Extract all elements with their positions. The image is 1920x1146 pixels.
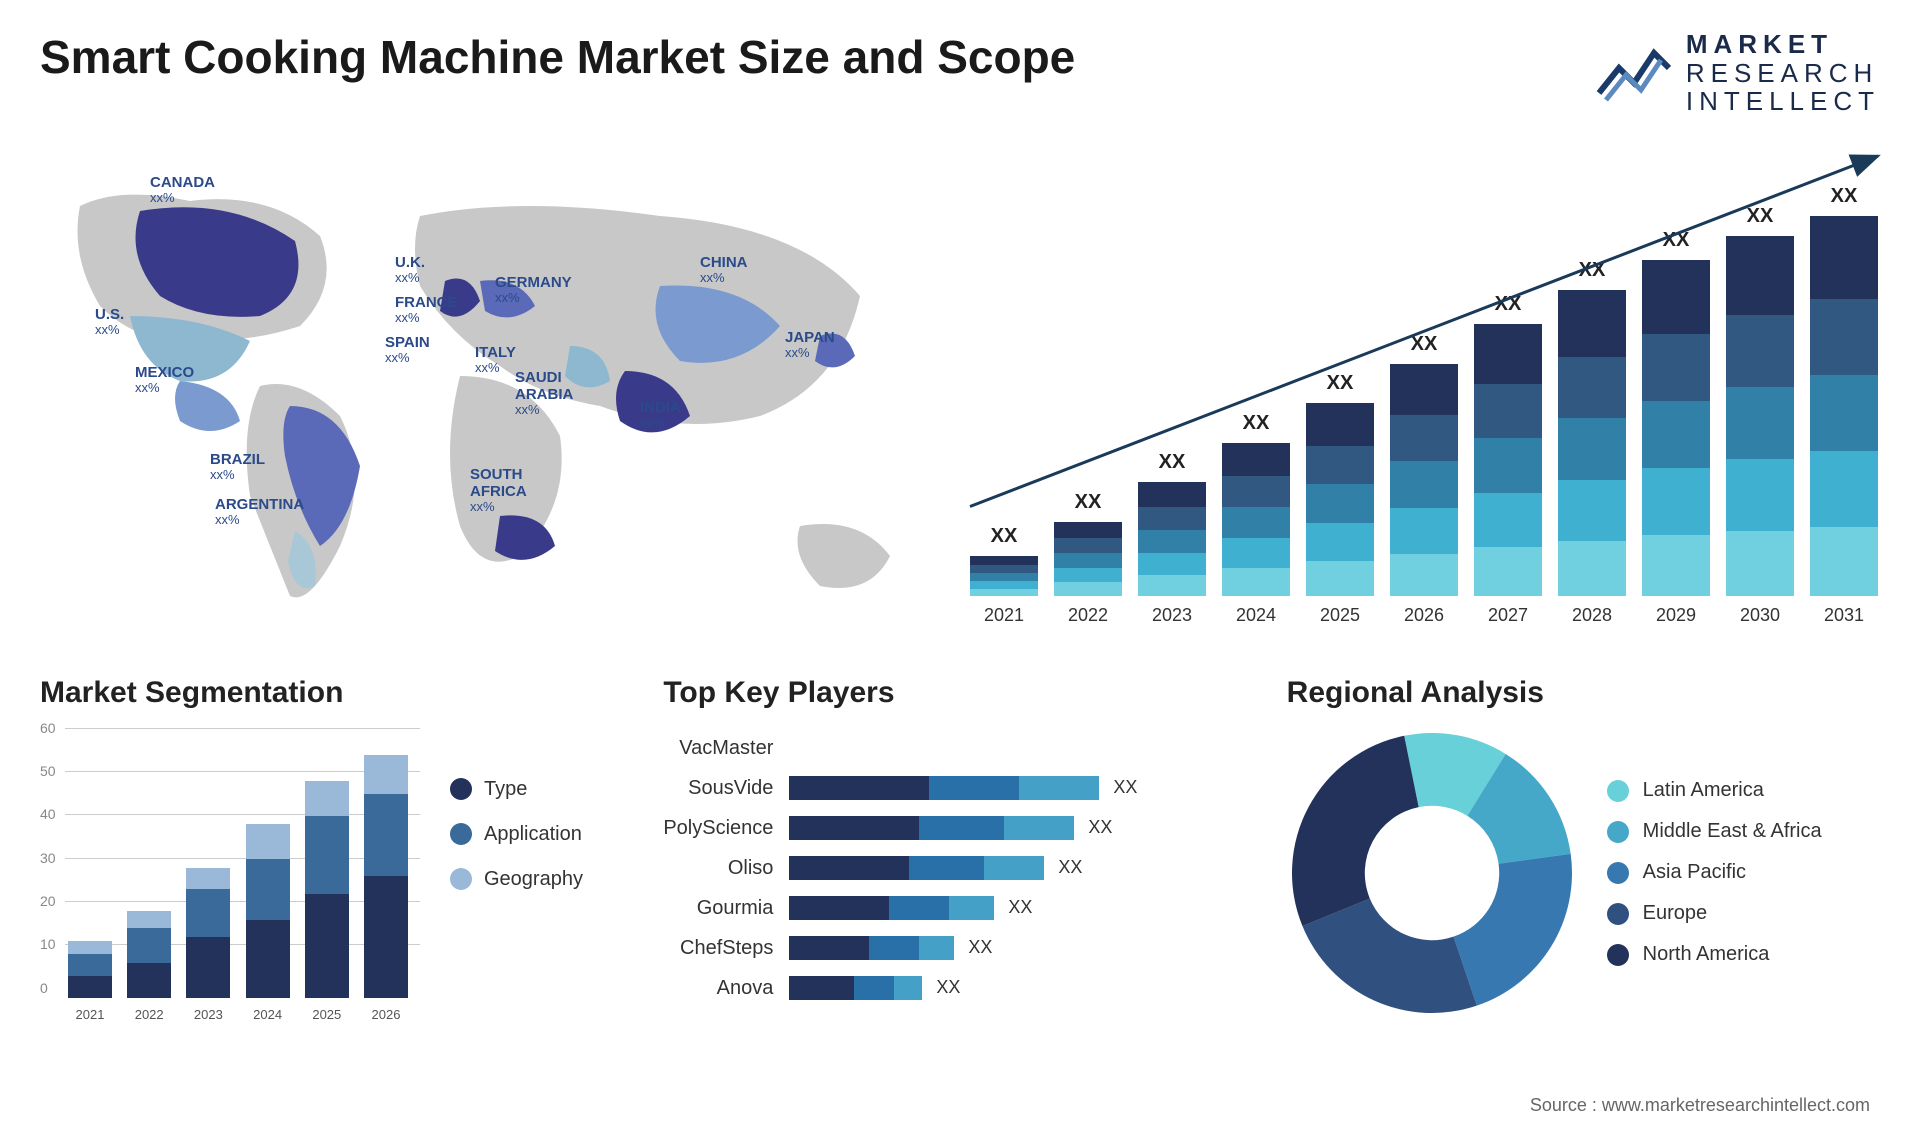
player-row: XX	[789, 816, 1256, 840]
regional-legend-item: Middle East & Africa	[1607, 820, 1822, 843]
player-row: XX	[789, 776, 1256, 800]
seg-bar	[364, 755, 408, 998]
player-value: XX	[968, 937, 992, 958]
regional-panel: Regional Analysis Latin America Middle Ea…	[1287, 676, 1880, 1028]
player-row: XX	[789, 856, 1256, 880]
seg-x-label: 2025	[312, 1007, 341, 1022]
player-name: Gourmia	[697, 896, 774, 920]
regional-donut	[1287, 728, 1577, 1018]
player-row: XX	[789, 896, 1256, 920]
regional-legend: Latin America Middle East & Africa Asia Pa…	[1607, 779, 1822, 966]
player-name: Anova	[717, 976, 774, 1000]
bottom-row: Market Segmentation 0 10 20 30 40 50 60 2021 202…	[40, 676, 1880, 1028]
seg-y-label: 30	[40, 850, 56, 866]
growth-arrow	[960, 146, 1900, 636]
growth-chart: 2021XX2022XX2023XX2024XX2025XX2026XX2027…	[960, 146, 1880, 636]
seg-x-label: 2021	[76, 1007, 105, 1022]
segmentation-title: Market Segmentation	[40, 676, 633, 710]
seg-bar	[186, 868, 230, 998]
seg-bar	[246, 824, 290, 997]
regional-legend-item: Europe	[1607, 902, 1822, 925]
map-label: BRAZILxx%	[210, 451, 265, 483]
player-name: VacMaster	[679, 736, 773, 760]
player-value: XX	[936, 977, 960, 998]
seg-x-label: 2024	[253, 1007, 282, 1022]
seg-x-label: 2023	[194, 1007, 223, 1022]
player-name: SousVide	[688, 776, 773, 800]
map-label: SPAINxx%	[385, 334, 430, 366]
map-label: U.S.xx%	[95, 306, 124, 338]
map-label: SOUTHAFRICAxx%	[470, 466, 527, 515]
regional-legend-item: Asia Pacific	[1607, 861, 1822, 884]
seg-y-label: 10	[40, 936, 56, 952]
player-value: XX	[1088, 817, 1112, 838]
seg-x-label: 2022	[135, 1007, 164, 1022]
player-name: ChefSteps	[680, 936, 773, 960]
logo-line-3: INTELLECT	[1686, 87, 1880, 116]
segmentation-chart: 0102030405060202120222023202420252026	[40, 728, 420, 1028]
page-title: Smart Cooking Machine Market Size and Sc…	[40, 30, 1075, 84]
map-label: U.K.xx%	[395, 254, 425, 286]
segmentation-panel: Market Segmentation 0 10 20 30 40 50 60 2021 202…	[40, 676, 633, 1028]
logo-line-2: RESEARCH	[1686, 59, 1880, 88]
segmentation-legend: Type Application Geography	[450, 728, 583, 1028]
regional-title: Regional Analysis	[1287, 676, 1880, 710]
key-players-names: VacMaster SousVide PolyScience Oliso Gourmia…	[663, 728, 773, 1000]
seg-x-label: 2026	[372, 1007, 401, 1022]
seg-legend-item: Geography	[450, 868, 583, 891]
seg-y-label: 60	[40, 720, 56, 736]
top-row: CANADAxx% U.S.xx% MEXICOxx% BRAZILxx% ARGENT…	[40, 146, 1880, 636]
map-label: CHINAxx%	[700, 254, 748, 286]
player-value: XX	[1008, 897, 1032, 918]
player-value: XX	[1058, 857, 1082, 878]
map-label: GERMANYxx%	[495, 274, 572, 306]
map-label: ITALYxx%	[475, 344, 516, 376]
map-label: MEXICOxx%	[135, 364, 194, 396]
logo-icon	[1594, 38, 1674, 108]
map-label: INDIAxx%	[640, 399, 681, 431]
seg-y-label: 0	[40, 980, 48, 996]
seg-y-label: 20	[40, 893, 56, 909]
world-map: CANADAxx% U.S.xx% MEXICOxx% BRAZILxx% ARGENT…	[40, 146, 920, 636]
key-players-title: Top Key Players	[663, 676, 1256, 710]
map-label: ARGENTINAxx%	[215, 496, 304, 528]
seg-gridline	[65, 728, 420, 729]
regional-legend-item: North America	[1607, 943, 1822, 966]
player-row: XX	[789, 976, 1256, 1000]
player-row: XX	[789, 936, 1256, 960]
seg-bar	[305, 781, 349, 998]
player-value: XX	[1113, 777, 1137, 798]
seg-bar	[68, 941, 112, 997]
seg-y-label: 50	[40, 763, 56, 779]
map-label: FRANCExx%	[395, 294, 458, 326]
seg-legend-item: Type	[450, 778, 583, 801]
logo-line-1: MARKET	[1686, 30, 1880, 59]
seg-y-label: 40	[40, 806, 56, 822]
source-text: Source : www.marketresearchintellect.com	[1530, 1095, 1870, 1116]
player-name: PolyScience	[663, 816, 773, 840]
player-name: Oliso	[728, 856, 774, 880]
map-label: SAUDIARABIAxx%	[515, 369, 573, 418]
regional-legend-item: Latin America	[1607, 779, 1822, 802]
seg-legend-item: Application	[450, 823, 583, 846]
seg-bar	[127, 911, 171, 998]
map-label: CANADAxx%	[150, 174, 215, 206]
player-row	[789, 736, 1256, 760]
key-players-panel: Top Key Players VacMaster SousVide PolySci…	[663, 676, 1256, 1028]
logo: MARKET RESEARCH INTELLECT	[1594, 30, 1880, 116]
map-label: JAPANxx%	[785, 329, 835, 361]
key-players-bars: XXXXXXXXXXXX	[789, 728, 1256, 1000]
header: Smart Cooking Machine Market Size and Sc…	[40, 30, 1880, 116]
